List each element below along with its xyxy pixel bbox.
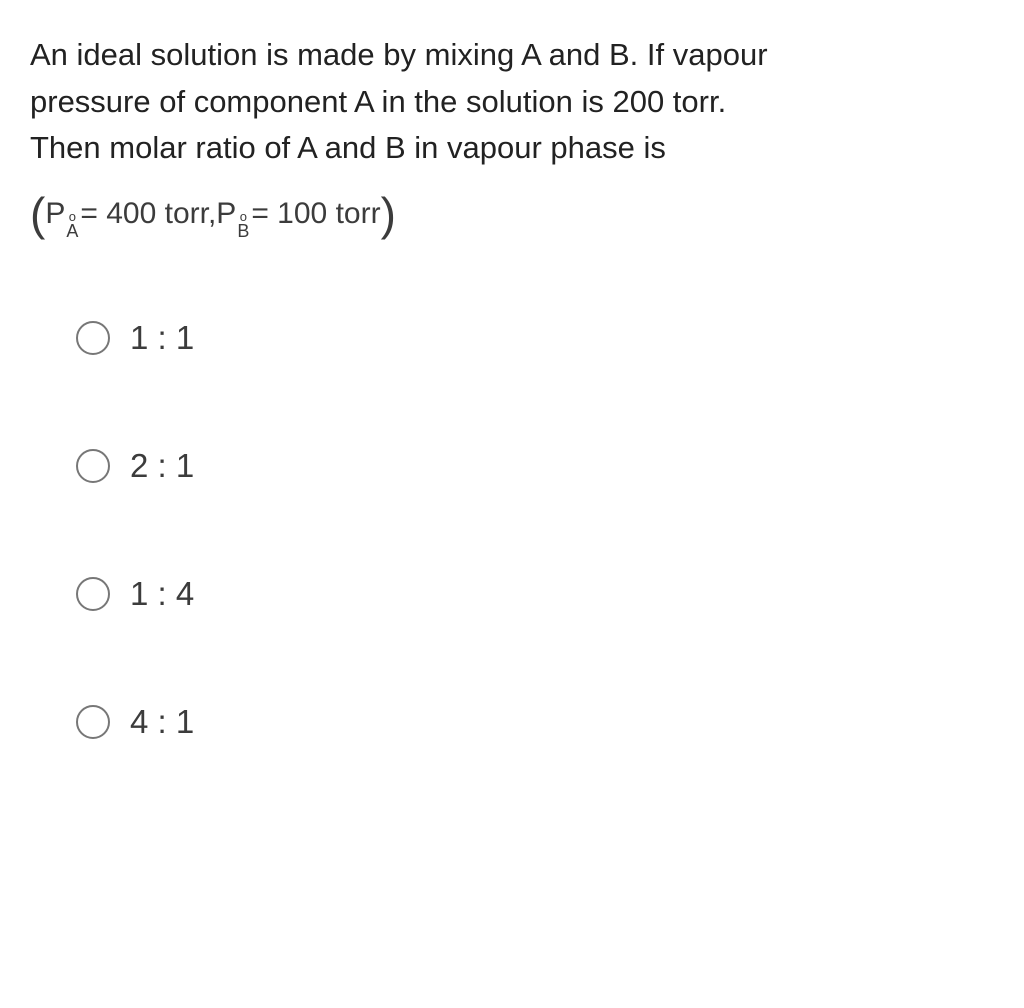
- radio-icon[interactable]: [76, 449, 110, 483]
- option-label: 4 : 1: [130, 703, 194, 741]
- close-paren: ): [381, 180, 396, 249]
- option-row-4[interactable]: 4 : 1: [76, 703, 994, 741]
- radio-icon[interactable]: [76, 577, 110, 611]
- radio-icon[interactable]: [76, 705, 110, 739]
- formula-eq2: = 100 torr: [251, 191, 380, 236]
- option-row-1[interactable]: 1 : 1: [76, 319, 994, 357]
- question-line-2: pressure of component A in the solution …: [30, 84, 726, 119]
- radio-icon[interactable]: [76, 321, 110, 355]
- pa-sub: A: [66, 223, 78, 239]
- formula-eq1: = 400 torr,: [80, 191, 216, 236]
- pa-variable: P: [45, 191, 65, 236]
- options-container: 1 : 1 2 : 1 1 : 4 4 : 1: [30, 319, 994, 741]
- pb-sub: B: [237, 223, 249, 239]
- open-paren: (: [30, 180, 45, 249]
- formula-content: P o A = 400 torr, P o B = 100 torr: [45, 191, 380, 241]
- option-label: 1 : 1: [130, 319, 194, 357]
- pb-subsup: o B: [237, 211, 249, 239]
- question-line-1: An ideal solution is made by mixing A an…: [30, 37, 768, 72]
- option-row-2[interactable]: 2 : 1: [76, 447, 994, 485]
- pb-variable: P: [216, 191, 236, 236]
- question-line-3: Then molar ratio of A and B in vapour ph…: [30, 130, 666, 165]
- question-text: An ideal solution is made by mixing A an…: [30, 32, 994, 172]
- pa-subsup: o A: [66, 211, 78, 239]
- formula-line: ( P o A = 400 torr, P o B = 100 torr ): [30, 182, 994, 251]
- option-label: 2 : 1: [130, 447, 194, 485]
- option-label: 1 : 4: [130, 575, 194, 613]
- option-row-3[interactable]: 1 : 4: [76, 575, 994, 613]
